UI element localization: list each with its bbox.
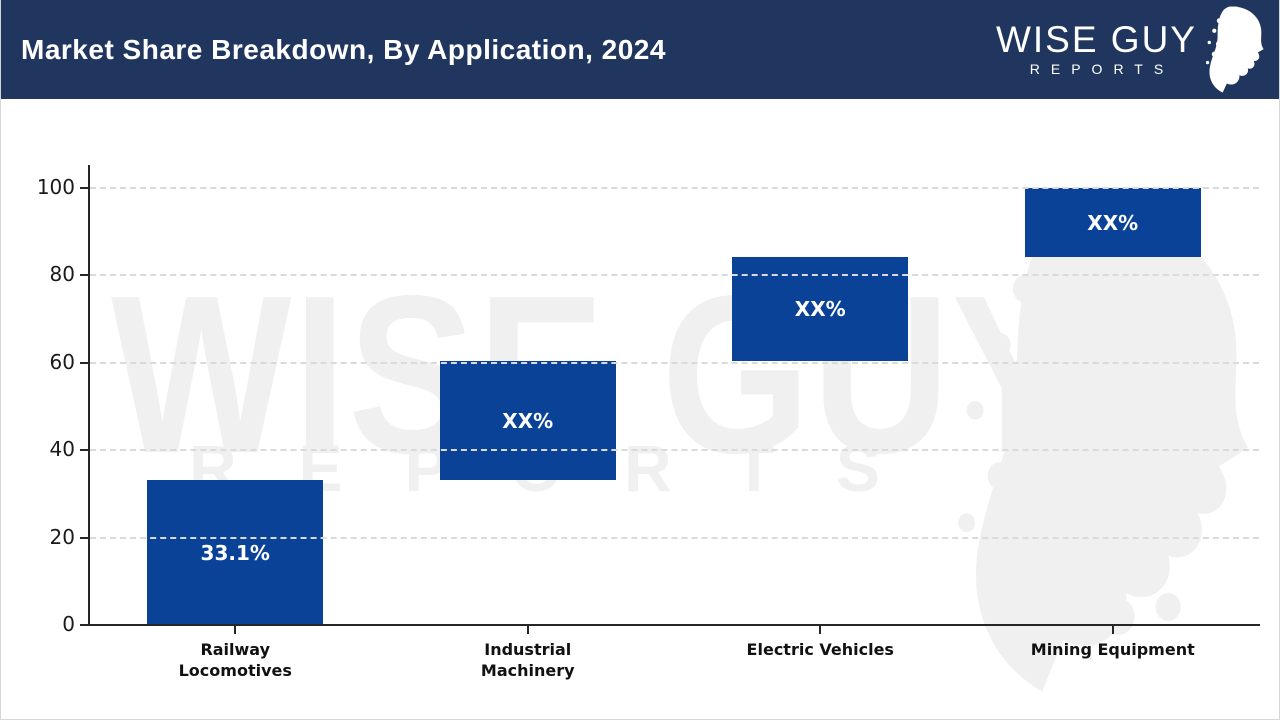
x-tick-mark [526, 626, 529, 634]
y-axis-line [88, 165, 90, 626]
wiseguy-head-icon [1205, 5, 1264, 93]
bar-value-label: 33.1% [200, 540, 270, 565]
y-tick-mark [80, 536, 89, 539]
bar-value-label: XX% [502, 408, 554, 433]
x-tick-mark [234, 626, 237, 634]
header-bar: Market Share Breakdown, By Application, … [1, 0, 1279, 99]
gridline-100 [90, 187, 1259, 189]
y-tick-label: 40 [49, 437, 75, 462]
bar-electric-vehicles: XX% [732, 257, 909, 362]
y-tick-mark [80, 187, 89, 189]
y-tick-label: 20 [49, 524, 75, 549]
bar-industrial-machinery: XX% [439, 361, 616, 481]
y-tick-mark [80, 274, 89, 277]
x-axis-line [87, 624, 1260, 626]
y-tick-label: 0 [62, 612, 75, 636]
x-tick-mark [1111, 626, 1114, 634]
page-title: Market Share Breakdown, By Application, … [21, 33, 666, 65]
y-tick-label: 60 [49, 349, 75, 374]
gridline-80 [90, 274, 1259, 277]
y-tick-label: 100 [36, 175, 75, 199]
bar-value-label: XX% [1087, 210, 1139, 235]
bar-railway-locomotives: 33.1% [147, 480, 324, 625]
y-tick-mark [80, 624, 89, 626]
category-label-line: Mining Equipment [1030, 640, 1195, 659]
y-tick-mark [80, 449, 89, 452]
category-label-line: Railway [200, 640, 271, 659]
x-tick-mark [819, 626, 822, 634]
category-label-line: Electric Vehicles [746, 640, 894, 659]
brand-logo: WISE GUY REPORTS [995, 4, 1279, 96]
brand-subtitle: REPORTS [1029, 61, 1175, 77]
brand-name: WISE GUY [995, 19, 1197, 60]
gridline-20 [90, 536, 1259, 539]
gridline-40 [90, 449, 1259, 452]
category-label-line: Industrial [484, 640, 572, 659]
category-label-mining-equipment: Mining Equipment [993, 639, 1233, 660]
gridline-60 [90, 361, 1259, 364]
category-label-electric-vehicles: Electric Vehicles [700, 639, 940, 660]
bar-mining-equipment: XX% [1024, 188, 1201, 258]
category-label-industrial-machinery: Industrial Machinery [408, 639, 648, 681]
y-tick-label: 80 [49, 262, 75, 287]
brand-text: WISE GUY REPORTS [995, 19, 1197, 77]
category-label-railway-locomotives: Railway Locomotives [115, 639, 355, 681]
y-tick-mark [80, 361, 89, 364]
bar-value-label: XX% [794, 297, 846, 322]
category-label-line: Locomotives [178, 661, 292, 680]
category-label-line: Machinery [480, 661, 575, 680]
